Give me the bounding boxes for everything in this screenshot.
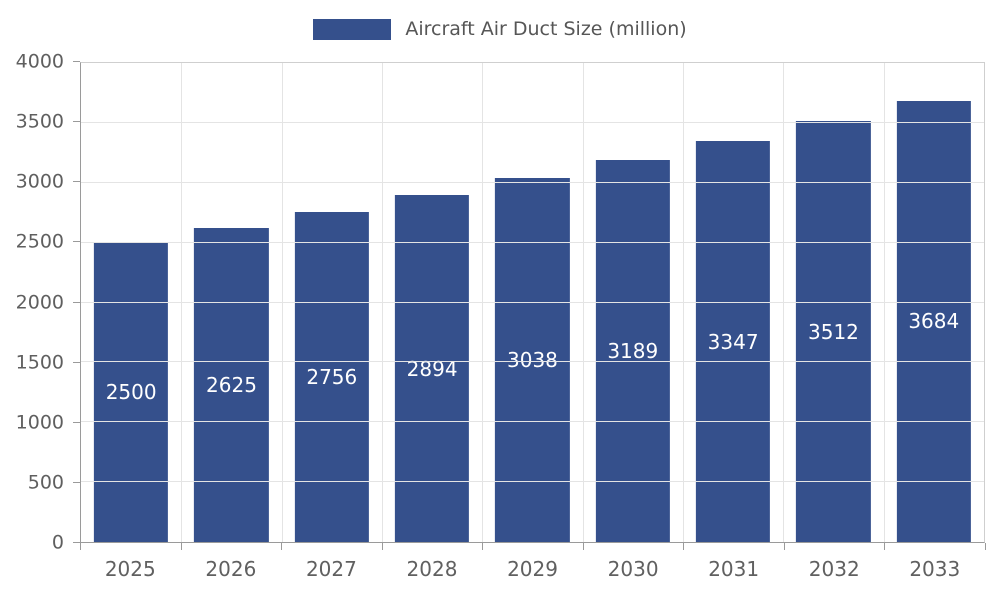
bar: 3347 [696, 141, 771, 542]
x-tick-label: 2031 [708, 557, 760, 581]
x-tick-mark [582, 543, 584, 550]
x-tick-mark [281, 543, 283, 550]
x-tick-label: 2029 [507, 557, 558, 581]
gridline-vertical [682, 63, 684, 542]
bar: 2625 [194, 227, 269, 542]
y-axis: 0 500 1000 1500 2000 2500 3000 3500 4000 [0, 52, 80, 552]
bar: 2756 [294, 211, 369, 542]
y-tick-mark [73, 181, 80, 183]
y-tick-label: 0 [51, 531, 64, 554]
gridline-vertical [482, 63, 484, 542]
bar-value-label: 3038 [507, 348, 558, 373]
y-tick-label: 3000 [15, 170, 64, 193]
y-tick-mark [73, 421, 80, 423]
y-tick-label: 1500 [15, 351, 64, 374]
x-tick-mark [985, 543, 986, 550]
y-tick-mark [73, 542, 80, 543]
bar-slot: 2894 [382, 63, 482, 542]
gridline-horizontal [81, 241, 984, 243]
x-tick-mark [683, 543, 685, 550]
bar-value-label: 2894 [406, 356, 458, 381]
bar-value-label: 3347 [707, 329, 759, 354]
bar: 2500 [94, 242, 169, 542]
x-tick-mark [80, 543, 81, 550]
gridline-vertical [783, 63, 785, 542]
y-tick-label: 1000 [15, 411, 64, 434]
y-tick-mark [73, 361, 80, 363]
x-tick-label: 2028 [406, 557, 458, 581]
bars: 2500 2625 2756 2894 3038 3189 3347 3512 3684 [81, 63, 984, 542]
bar-slot: 3189 [583, 63, 683, 542]
x-tick-label: 2027 [305, 557, 357, 581]
x-tick-mark [884, 543, 886, 550]
bar-slot: 3038 [482, 63, 582, 542]
bar: 3512 [796, 121, 871, 542]
y-tick-mark [73, 301, 80, 303]
x-tick-label: 2026 [205, 557, 257, 581]
y-tick-label: 2500 [15, 230, 64, 253]
bar-slot: 2756 [282, 63, 382, 542]
y-tick-label: 2000 [15, 291, 64, 313]
legend-label: Aircraft Air Duct Size (million) [405, 18, 687, 40]
x-tick-label: 2032 [808, 557, 860, 581]
gridline-horizontal [81, 421, 984, 423]
gridline-horizontal [81, 181, 984, 183]
plot-area: 2500 2625 2756 2894 3038 3189 3347 3512 3684 [80, 62, 985, 543]
bar-value-label: 2625 [206, 372, 257, 397]
bar-value-label: 2500 [105, 380, 157, 405]
y-tick-label: 4000 [15, 50, 64, 73]
bar-slot: 3684 [884, 63, 984, 542]
y-tick-label: 3500 [15, 110, 64, 133]
bar-value-label: 3512 [807, 319, 859, 344]
gridline-vertical [181, 63, 183, 542]
bar-slot: 2625 [181, 63, 281, 542]
x-axis: 2025 2026 2027 2028 2029 2030 2031 2032 2033 [80, 543, 986, 593]
bar: 2894 [395, 195, 470, 542]
x-tick-label: 2025 [104, 557, 156, 581]
bar-slot: 3512 [783, 63, 883, 542]
bar-slot: 2500 [81, 63, 181, 542]
bar-value-label: 2756 [306, 365, 358, 389]
legend: Aircraft Air Duct Size (million) [0, 18, 1000, 40]
x-tick-mark [180, 543, 182, 550]
legend-swatch [313, 18, 392, 40]
gridline-horizontal [81, 481, 984, 483]
x-tick-mark [381, 543, 383, 550]
gridline-vertical [883, 63, 885, 542]
bar: 3038 [495, 178, 570, 542]
gridline-vertical [381, 63, 383, 542]
gridline-horizontal [81, 301, 984, 303]
y-tick-label: 500 [27, 471, 64, 494]
y-tick-mark [73, 121, 80, 123]
gridline-vertical [582, 63, 584, 542]
gridline-vertical [281, 63, 283, 542]
bar-value-label: 3189 [607, 339, 659, 364]
x-tick-label: 2033 [909, 557, 961, 581]
y-tick-mark [73, 241, 80, 243]
x-tick-label: 2030 [607, 557, 659, 581]
x-tick-mark [783, 543, 785, 550]
bar-slot: 3347 [683, 63, 783, 542]
y-tick-mark [73, 481, 80, 483]
y-tick-mark [73, 61, 80, 62]
legend-item[interactable]: Aircraft Air Duct Size (million) [313, 18, 687, 40]
bar-value-label: 3684 [908, 309, 960, 334]
gridline-horizontal [81, 361, 984, 363]
gridline-horizontal [81, 121, 984, 123]
x-tick-mark [482, 543, 484, 550]
bar: 3684 [896, 100, 971, 542]
bar: 3189 [595, 160, 670, 542]
